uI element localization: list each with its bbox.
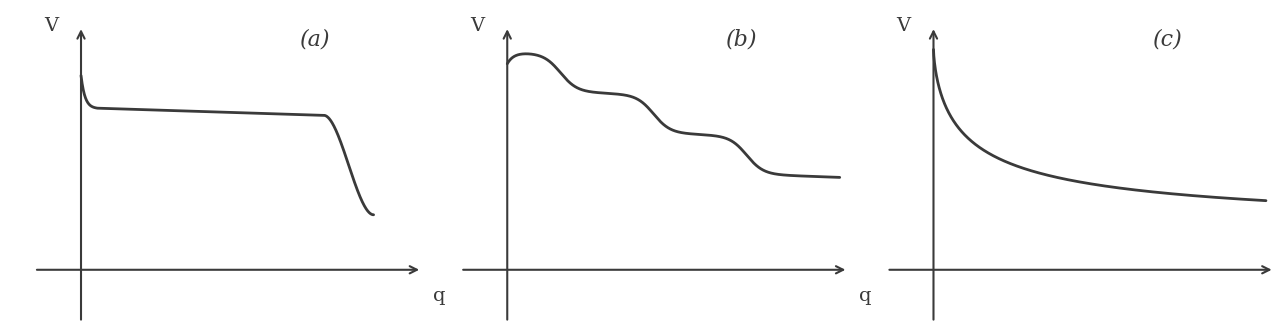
- Text: q: q: [433, 287, 445, 305]
- Text: V: V: [44, 17, 58, 35]
- Text: (b): (b): [726, 29, 758, 50]
- Text: (a): (a): [301, 29, 330, 50]
- Text: q: q: [859, 287, 872, 305]
- Text: (c): (c): [1153, 29, 1183, 50]
- Text: V: V: [470, 17, 484, 35]
- Text: V: V: [896, 17, 910, 35]
